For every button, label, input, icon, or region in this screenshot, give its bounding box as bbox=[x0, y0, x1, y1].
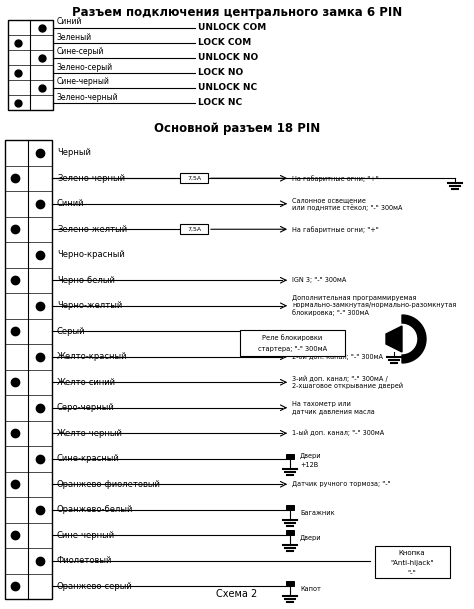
Text: Капот: Капот bbox=[300, 586, 321, 592]
Text: 1-ый доп. канал; "-" 300мА: 1-ый доп. канал; "-" 300мА bbox=[292, 430, 384, 437]
Text: 7,5A: 7,5A bbox=[187, 176, 201, 181]
Text: IGN 3; "-" 300мА: IGN 3; "-" 300мА bbox=[292, 277, 346, 283]
Text: +12В: +12В bbox=[300, 462, 318, 468]
Text: Черно-желтый: Черно-желтый bbox=[57, 301, 122, 310]
Text: Зелено-серый: Зелено-серый bbox=[57, 63, 113, 71]
Text: Датчик ручного тормоза; "-": Датчик ручного тормоза; "-" bbox=[292, 481, 391, 487]
Bar bbox=[286, 530, 294, 535]
Text: Кнопка: Кнопка bbox=[399, 550, 425, 556]
Text: Черный: Черный bbox=[57, 148, 91, 157]
Text: LOCK NO: LOCK NO bbox=[198, 68, 243, 77]
Polygon shape bbox=[402, 315, 426, 363]
Text: Синий: Синий bbox=[57, 18, 82, 27]
Text: Разъем подключения центрального замка 6 PIN: Разъем подключения центрального замка 6 … bbox=[72, 6, 402, 19]
Text: Зелено-черный: Зелено-черный bbox=[57, 174, 125, 183]
Text: LOCK COM: LOCK COM bbox=[198, 38, 251, 47]
Text: Желто-синий: Желто-синий bbox=[57, 378, 116, 387]
Text: стартера; "-" 300мА: стартера; "-" 300мА bbox=[258, 346, 327, 352]
Text: Черно-белый: Черно-белый bbox=[57, 276, 115, 285]
Bar bbox=[286, 581, 294, 586]
Text: 7,5A: 7,5A bbox=[187, 227, 201, 232]
Text: Зеленый: Зеленый bbox=[57, 32, 92, 41]
Text: Основной разъем 18 PIN: Основной разъем 18 PIN bbox=[154, 122, 320, 135]
Bar bbox=[240, 330, 345, 356]
Text: UNLOCK COM: UNLOCK COM bbox=[198, 23, 266, 32]
Text: Двери: Двери bbox=[300, 535, 322, 541]
Text: На габаритные огни; "+": На габаритные огни; "+" bbox=[292, 175, 379, 181]
Bar bbox=[180, 173, 208, 183]
Text: Зелено-черный: Зелено-черный bbox=[57, 93, 118, 102]
Bar bbox=[180, 224, 208, 234]
Text: Серый: Серый bbox=[57, 327, 85, 336]
Bar bbox=[8, 20, 53, 110]
Text: Сине-черный: Сине-черный bbox=[57, 531, 115, 540]
Text: Салонное освещение
или поднятие стёкол; "-" 300мА: Салонное освещение или поднятие стёкол; … bbox=[292, 197, 402, 211]
Bar bbox=[375, 546, 450, 578]
Text: Желто-черный: Желто-черный bbox=[57, 429, 123, 438]
Text: "Anti-hijack": "Anti-hijack" bbox=[390, 560, 434, 566]
Text: Схема 2: Схема 2 bbox=[216, 589, 258, 599]
Text: Черно-красный: Черно-красный bbox=[57, 250, 125, 259]
Text: Двери: Двери bbox=[300, 452, 322, 459]
Text: Сине-серый: Сине-серый bbox=[57, 48, 104, 57]
Text: "-": "-" bbox=[408, 569, 416, 575]
Text: Синий: Синий bbox=[57, 199, 84, 208]
Text: Дополнительная программируемая
нормально-замкнутая/нормально-разомкнутая
блокиро: Дополнительная программируемая нормально… bbox=[292, 295, 456, 316]
Text: UNLOCK NO: UNLOCK NO bbox=[198, 53, 258, 62]
Text: Реле блокировки: Реле блокировки bbox=[263, 334, 323, 342]
Text: Сине-черный: Сине-черный bbox=[57, 77, 110, 86]
Text: На габаритные огни; "+": На габаритные огни; "+" bbox=[292, 226, 379, 233]
Text: Багажник: Багажник bbox=[300, 510, 335, 516]
Bar bbox=[286, 454, 294, 459]
Text: Оранжево-белый: Оранжево-белый bbox=[57, 505, 133, 514]
Text: Желто-красный: Желто-красный bbox=[57, 352, 128, 361]
Text: Оранжево-фиолетовый: Оранжево-фиолетовый bbox=[57, 480, 161, 489]
Text: Оранжево-серый: Оранжево-серый bbox=[57, 582, 133, 591]
Bar bbox=[286, 505, 294, 510]
Text: UNLOCK NC: UNLOCK NC bbox=[198, 83, 257, 92]
Text: Сине-красный: Сине-красный bbox=[57, 454, 120, 463]
Text: Серо-черный: Серо-черный bbox=[57, 403, 115, 412]
Bar bbox=[5, 140, 52, 599]
Text: 2-ой доп. канал; "-" 300мА: 2-ой доп. канал; "-" 300мА bbox=[292, 353, 383, 360]
Text: Фиолетовый: Фиолетовый bbox=[57, 556, 112, 565]
Text: 3-ий доп. канал; "-" 300мА /
2-хшаговое открывание дверей: 3-ий доп. канал; "-" 300мА / 2-хшаговое … bbox=[292, 375, 403, 389]
Text: На тахометр или
датчик давления масла: На тахометр или датчик давления масла bbox=[292, 401, 375, 414]
Text: LOCK NC: LOCK NC bbox=[198, 98, 242, 107]
Text: Зелено-желтый: Зелено-желтый bbox=[57, 225, 127, 234]
Polygon shape bbox=[386, 326, 402, 352]
